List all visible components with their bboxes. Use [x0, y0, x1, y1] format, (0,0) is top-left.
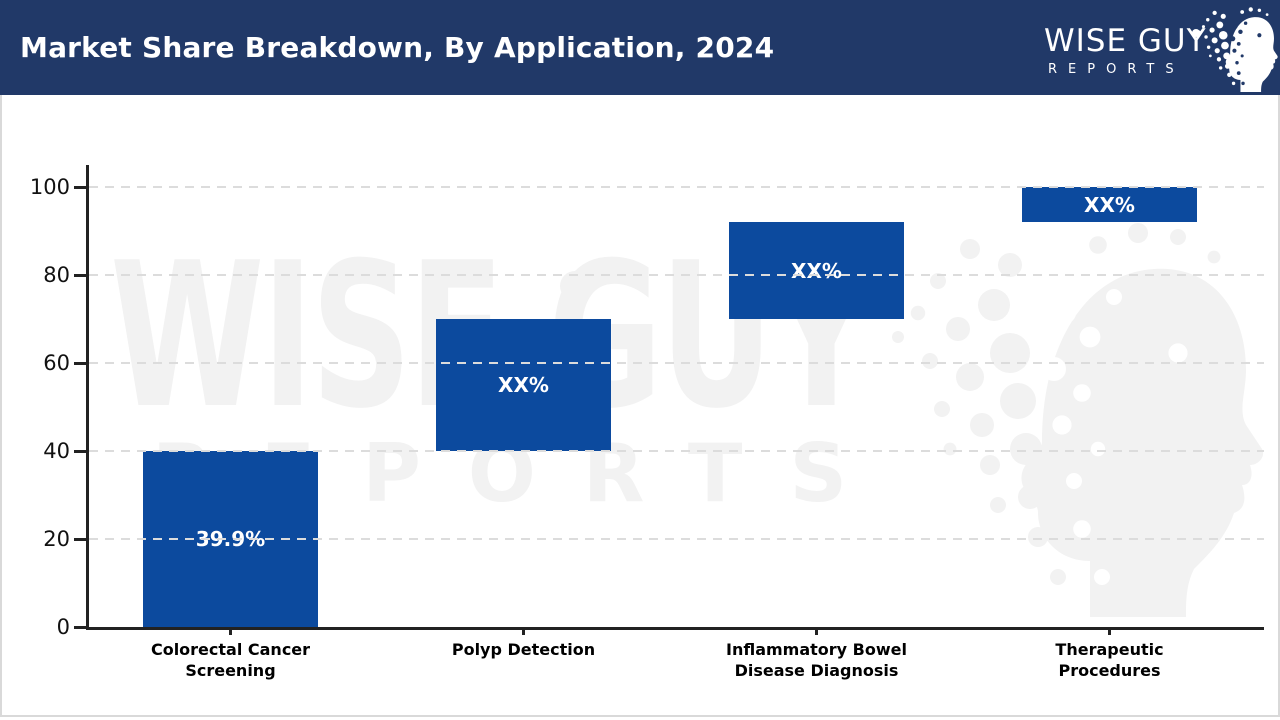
bar-value-label-2: XX%: [498, 373, 549, 397]
y-tick-label-0: 0: [56, 615, 70, 639]
gridline-y40: [89, 450, 1264, 452]
bar-segment-3: XX%: [729, 222, 904, 319]
page-title: Market Share Breakdown, By Application, …: [20, 31, 775, 64]
bar-value-label-3: XX%: [791, 258, 842, 283]
gridline-y20: [89, 538, 1264, 540]
y-axis-line: [86, 165, 89, 630]
gridline-y100: [89, 186, 1264, 188]
x-category-label-1: Colorectal Cancer Screening: [150, 640, 311, 680]
brand-name: WISE GUY: [1044, 23, 1207, 59]
y-tick-label-100: 100: [29, 175, 70, 199]
y-tick-mark-100: [74, 186, 86, 189]
brand-dot-decoration: [1192, 29, 1200, 37]
y-tick-mark-0: [74, 626, 86, 629]
y-tick-label-40: 40: [43, 439, 70, 463]
x-tick-mark-4: [1108, 627, 1111, 635]
gridline-y80: [89, 274, 1264, 276]
brand-subtitle: REPORTS: [1048, 62, 1185, 77]
y-tick-mark-20: [74, 538, 86, 541]
y-tick-mark-60: [74, 362, 86, 365]
y-tick-mark-40: [74, 450, 86, 453]
x-category-label-3: Inflammatory Bowel Disease Diagnosis: [726, 640, 907, 680]
x-category-label-2: Polyp Detection: [451, 640, 596, 659]
brand-logo: WISE GUY REPORTS: [1040, 0, 1280, 95]
x-tick-mark-3: [815, 627, 818, 635]
x-tick-mark-1: [229, 627, 232, 635]
bar-segment-4: XX%: [1022, 187, 1197, 223]
x-axis-line: [86, 627, 1264, 630]
y-tick-mark-80: [74, 274, 86, 277]
watermark-dot-decoration: [560, 271, 590, 301]
y-tick-label-60: 60: [43, 351, 70, 375]
wiseguy-face-icon: [1197, 7, 1278, 92]
y-tick-label-20: 20: [43, 527, 70, 551]
bar-value-label-4: XX%: [1084, 192, 1135, 217]
gridline-y60: [89, 362, 1264, 364]
wiseguy-face-watermark-icon: [892, 223, 1264, 617]
chart-plot-area: WISE GUY REPORTS 0 20 40 60 80 100 39.9% Colore…: [0, 95, 1280, 720]
y-tick-label-80: 80: [43, 263, 70, 287]
x-category-label-4: Therapeutic Procedures: [1055, 640, 1164, 680]
header-banner: Market Share Breakdown, By Application, …: [0, 0, 1280, 95]
x-tick-mark-2: [522, 627, 525, 635]
bar-segment-2: XX%: [436, 319, 611, 451]
